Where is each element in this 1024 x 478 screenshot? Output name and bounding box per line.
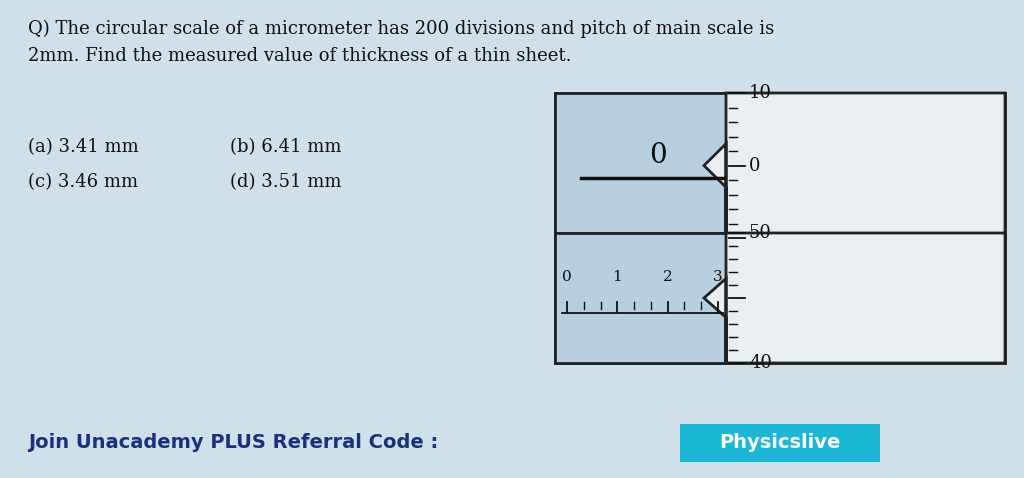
Text: 0: 0 <box>562 270 571 284</box>
Text: 3: 3 <box>713 270 723 284</box>
Bar <box>680 424 880 462</box>
Text: (c) 3.46 mm: (c) 3.46 mm <box>28 173 138 191</box>
Bar <box>555 93 1005 238</box>
Bar <box>555 233 1005 363</box>
Text: Q) The circular scale of a micrometer has 200 divisions and pitch of main scale : Q) The circular scale of a micrometer ha… <box>28 20 774 65</box>
Bar <box>555 233 726 363</box>
Text: Join Unacademy PLUS Referral Code :: Join Unacademy PLUS Referral Code : <box>28 434 438 453</box>
Text: 40: 40 <box>749 354 772 372</box>
Text: 0: 0 <box>749 156 761 174</box>
Text: (b) 6.41 mm: (b) 6.41 mm <box>230 138 341 156</box>
Polygon shape <box>705 233 1005 363</box>
Text: (d) 3.51 mm: (d) 3.51 mm <box>230 173 341 191</box>
Bar <box>555 93 726 238</box>
Text: 0: 0 <box>649 142 667 169</box>
Text: (a) 3.41 mm: (a) 3.41 mm <box>28 138 138 156</box>
Polygon shape <box>705 93 1005 238</box>
Text: 1: 1 <box>612 270 623 284</box>
Text: Physicslive: Physicslive <box>719 434 841 453</box>
Text: 10: 10 <box>749 84 772 102</box>
Text: 2: 2 <box>663 270 673 284</box>
Text: 50: 50 <box>749 224 772 242</box>
